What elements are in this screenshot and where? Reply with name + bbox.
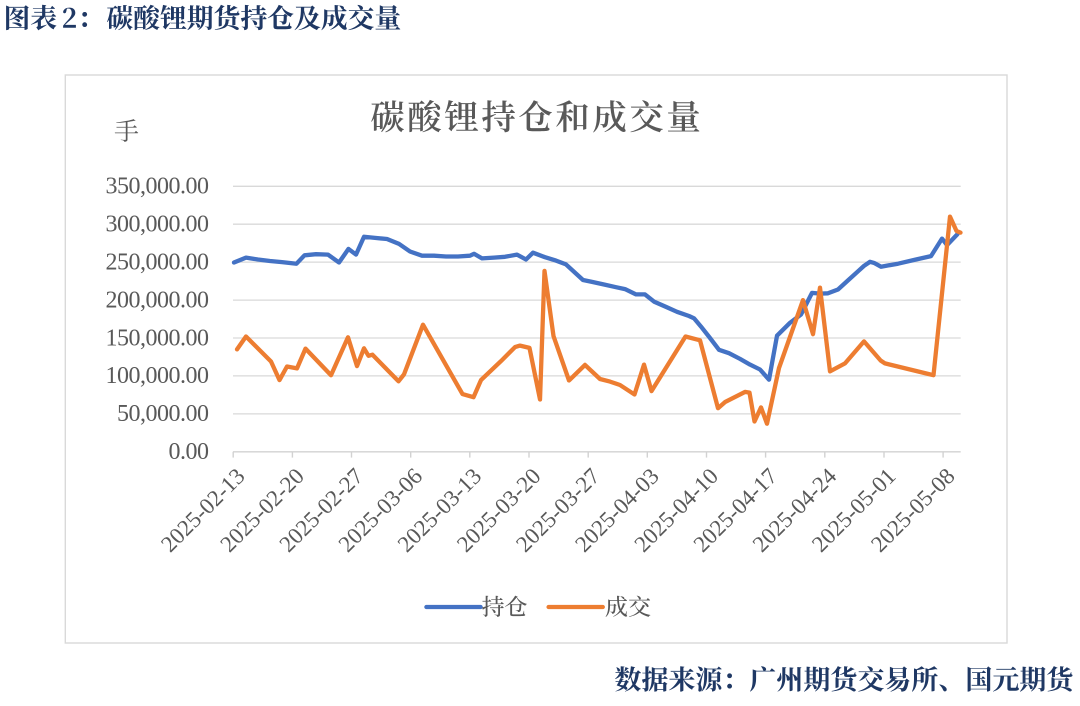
svg-text:150,000.00: 150,000.00 bbox=[106, 325, 210, 351]
svg-text:300,000.00: 300,000.00 bbox=[106, 212, 210, 238]
svg-text:100,000.00: 100,000.00 bbox=[106, 363, 210, 389]
svg-text:0.00: 0.00 bbox=[169, 439, 210, 465]
svg-text:350,000.00: 350,000.00 bbox=[106, 174, 210, 200]
svg-text:200,000.00: 200,000.00 bbox=[106, 287, 210, 313]
svg-text:250,000.00: 250,000.00 bbox=[106, 249, 210, 275]
svg-text:50,000.00: 50,000.00 bbox=[117, 401, 209, 427]
